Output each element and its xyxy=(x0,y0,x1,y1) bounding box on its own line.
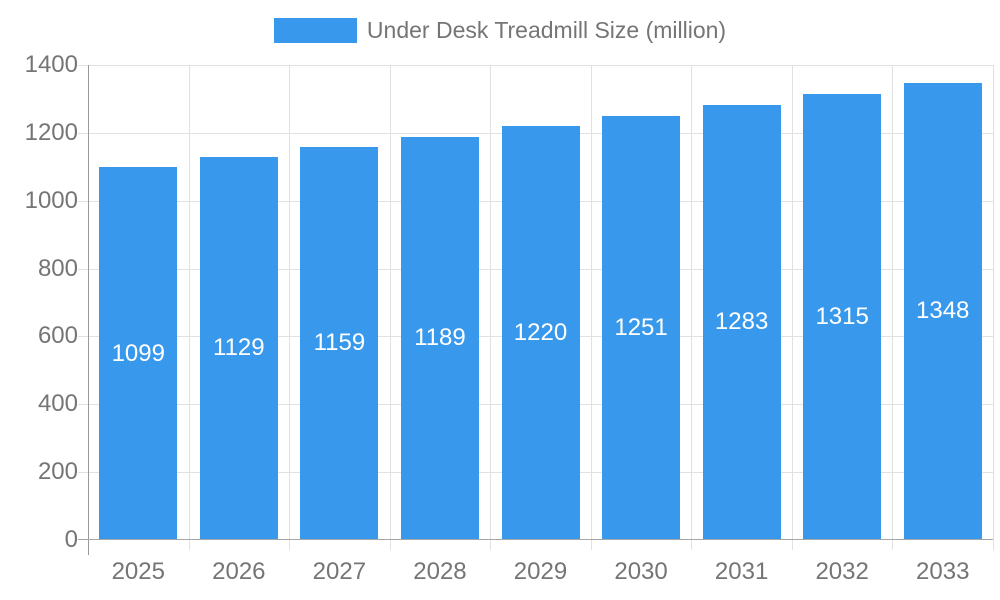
bar-value-label: 1159 xyxy=(313,329,366,357)
bar-value-label: 1348 xyxy=(916,297,970,325)
v-gridline xyxy=(389,65,391,550)
x-axis-tick-label: 2031 xyxy=(714,558,769,585)
v-gridline xyxy=(289,65,291,550)
bar-2025[interactable]: 1099 xyxy=(99,167,178,540)
bar-2029[interactable]: 1220 xyxy=(501,126,580,540)
x-axis-tick-label: 2025 xyxy=(111,558,165,585)
h-gridline xyxy=(78,65,993,66)
y-axis-tick-label: 0 xyxy=(64,526,78,553)
chart-legend[interactable]: Under Desk Treadmill Size (million) xyxy=(0,17,1000,44)
bar-value-label: 1283 xyxy=(714,308,769,336)
y-axis-tick-label: 1200 xyxy=(24,118,78,146)
v-gridline xyxy=(490,65,492,550)
y-axis-tick-label: 200 xyxy=(37,458,78,486)
y-axis-tick-label: 1400 xyxy=(24,51,78,78)
bar-2027[interactable]: 1159 xyxy=(300,146,379,540)
bar-value-label: 1315 xyxy=(815,302,869,330)
x-axis-tick-label: 2030 xyxy=(614,558,668,585)
bar-value-label: 1129 xyxy=(213,334,265,362)
v-gridline xyxy=(188,65,190,550)
bar-2030[interactable]: 1251 xyxy=(602,115,681,540)
v-gridline xyxy=(791,65,793,550)
legend-label: Under Desk Treadmill Size (million) xyxy=(366,17,727,43)
v-gridline xyxy=(892,65,894,550)
y-axis-tick-label: 1000 xyxy=(24,186,78,214)
bar-value-label: 1189 xyxy=(414,324,466,352)
legend-swatch-icon xyxy=(273,18,357,43)
x-axis-baseline xyxy=(78,539,993,540)
x-axis-tick-label: 2029 xyxy=(513,558,568,585)
bar-value-label: 1099 xyxy=(111,339,165,367)
plot-area: 1099 1129 1159 1189 1220 1251 1283 1315 1348 xyxy=(78,65,994,555)
v-gridline xyxy=(691,65,693,550)
bar-2031[interactable]: 1283 xyxy=(702,104,781,540)
v-gridline xyxy=(993,65,994,550)
v-gridline xyxy=(590,65,592,550)
bar-value-label: 1251 xyxy=(614,313,668,341)
x-axis-tick-label: 2026 xyxy=(212,558,266,585)
bar-2032[interactable]: 1315 xyxy=(803,93,882,540)
y-axis-line xyxy=(88,65,89,555)
x-axis-tick-label: 2027 xyxy=(312,558,367,585)
y-axis-tick-label: 600 xyxy=(37,322,78,350)
bar-2033[interactable]: 1348 xyxy=(903,82,982,540)
y-axis-tick-label: 400 xyxy=(37,390,78,418)
y-axis-tick-label: 800 xyxy=(37,254,78,282)
bar-value-label: 1220 xyxy=(513,319,568,347)
bar-2028[interactable]: 1189 xyxy=(400,136,479,540)
x-axis-tick-label: 2033 xyxy=(916,558,970,585)
x-axis-tick-label: 2032 xyxy=(815,558,869,585)
bar-2026[interactable]: 1129 xyxy=(199,156,278,540)
x-axis-tick-label: 2028 xyxy=(413,558,467,585)
